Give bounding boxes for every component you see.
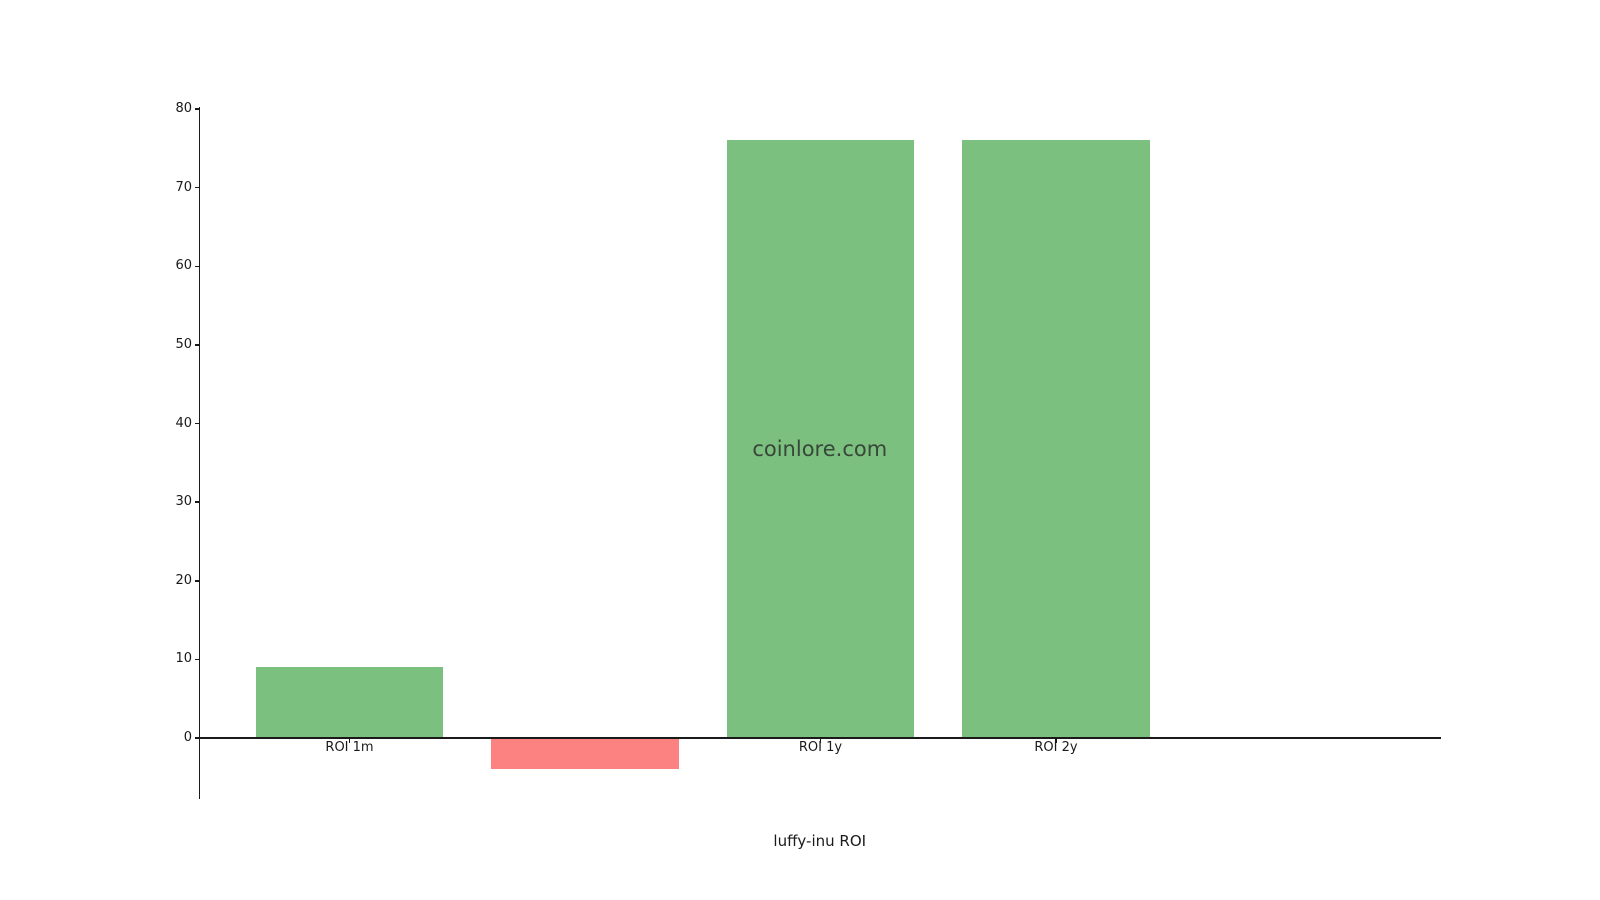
x-axis-line xyxy=(195,737,1441,739)
x-tick-mark xyxy=(1055,738,1057,743)
y-tick-label: 70 xyxy=(175,179,192,195)
x-tick-label: ROI 1m xyxy=(325,740,374,755)
y-tick-mark xyxy=(194,265,199,267)
watermark-text: coinlore.com xyxy=(752,437,888,461)
y-tick-mark xyxy=(194,186,199,189)
y-tick-mark xyxy=(194,108,199,110)
y-tick-mark xyxy=(194,658,199,661)
bar-roi-1m xyxy=(255,667,444,738)
y-tick-label: 80 xyxy=(175,101,192,116)
x-tick-label: ROI 1y xyxy=(798,740,843,755)
y-tick-mark xyxy=(194,422,199,425)
x-tick-mark xyxy=(819,738,822,743)
y-tick-label: 10 xyxy=(175,651,192,667)
y-tick-mark xyxy=(194,737,199,739)
bar-unlabeled xyxy=(491,738,679,770)
y-tick-mark xyxy=(194,501,199,503)
y-axis-line xyxy=(198,107,200,799)
y-tick-label: 40 xyxy=(175,415,192,431)
y-tick-label: 20 xyxy=(175,572,192,588)
x-tick-label: ROI 2y xyxy=(1034,740,1078,755)
x-tick-mark xyxy=(348,738,351,743)
bar-roi-2y xyxy=(962,140,1150,738)
y-tick-label: 60 xyxy=(175,258,192,274)
y-tick-mark xyxy=(194,344,199,346)
y-tick-label: 0 xyxy=(183,730,192,745)
y-tick-label: 30 xyxy=(175,494,192,510)
bar-roi-1y xyxy=(726,140,915,738)
y-tick-mark xyxy=(194,580,199,582)
chart-x-axis-title: luffy-inu ROI xyxy=(773,832,867,850)
y-tick-label: 50 xyxy=(175,336,192,352)
